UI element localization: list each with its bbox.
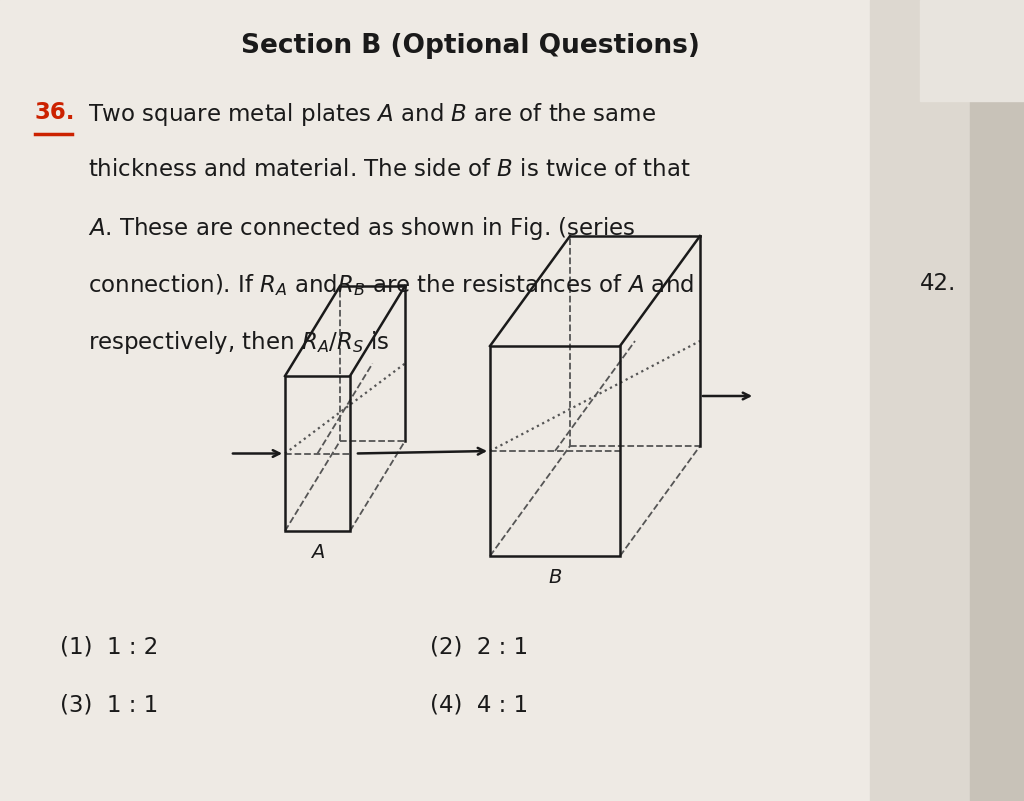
Text: 42.: 42. [920, 272, 956, 295]
Text: (1)  1 : 2: (1) 1 : 2 [60, 636, 159, 659]
Text: 36.: 36. [35, 101, 76, 124]
Text: B: B [548, 568, 562, 587]
Text: connection). If $R_A$ and$R_B$ are the resistances of $\it{A}$ and: connection). If $R_A$ and$R_B$ are the r… [88, 272, 694, 298]
Bar [870, 0, 970, 801]
Bar [0, 0, 870, 801]
Text: Two square metal plates $\it{A}$ and $\it{B}$ are of the same: Two square metal plates $\it{A}$ and $\i… [88, 101, 656, 128]
Text: $\it{A}$. These are connected as shown in Fig. (series: $\it{A}$. These are connected as shown i… [88, 215, 635, 242]
Text: (4)  4 : 1: (4) 4 : 1 [430, 693, 528, 716]
Bar [920, 0, 1024, 101]
Text: respectively, then $R_A/R_S$ is: respectively, then $R_A/R_S$ is [88, 329, 389, 356]
Text: (2)  2 : 1: (2) 2 : 1 [430, 636, 528, 659]
Text: (3)  1 : 1: (3) 1 : 1 [60, 693, 159, 716]
Bar [970, 0, 1024, 801]
Text: Section B (Optional Questions): Section B (Optional Questions) [241, 33, 699, 59]
Text: A: A [311, 543, 325, 562]
Text: thickness and material. The side of $\it{B}$ is twice of that: thickness and material. The side of $\it… [88, 158, 690, 181]
